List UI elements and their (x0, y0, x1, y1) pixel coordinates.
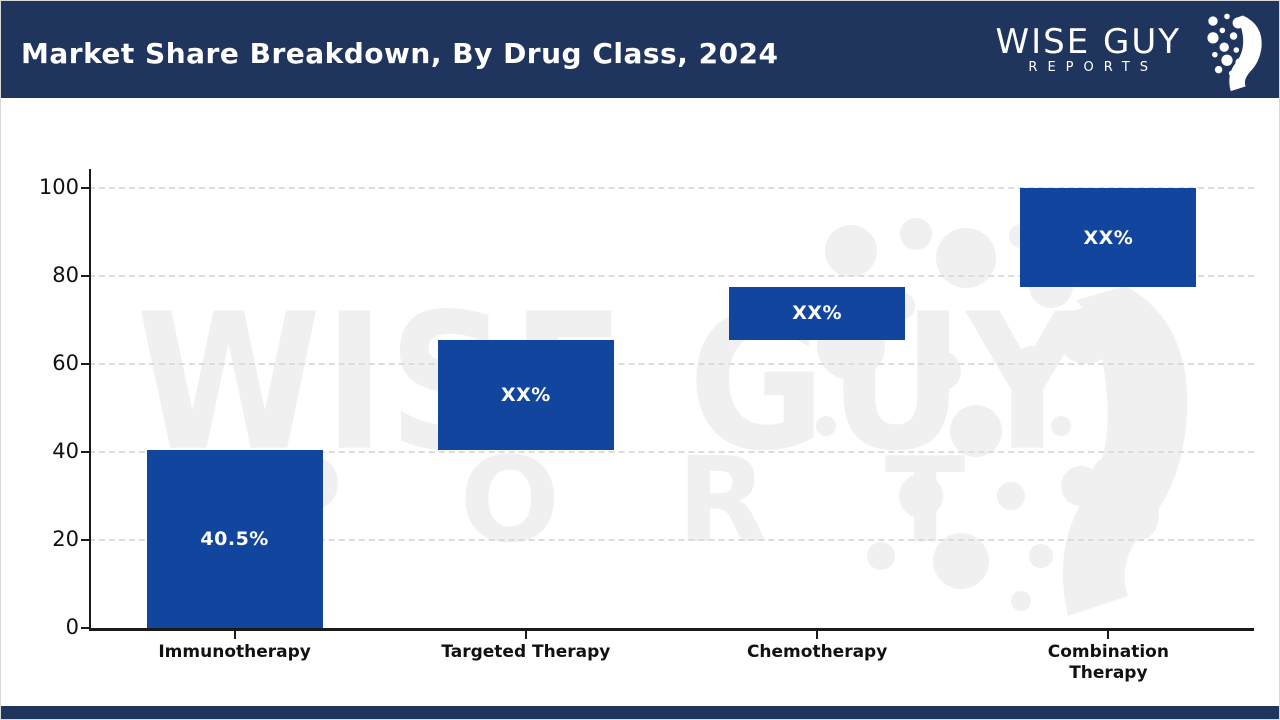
bar-value-label: 40.5% (200, 527, 269, 550)
x-axis-tick-mark (1107, 631, 1110, 639)
y-axis-tick-mark (81, 539, 89, 541)
brand-subname: REPORTS (1028, 60, 1159, 75)
x-axis-tick-mark (233, 631, 236, 639)
bar-segment: 40.5% (146, 449, 323, 628)
brand-name: WISE GUY (995, 22, 1181, 62)
bar-value-label: XX% (792, 302, 843, 325)
header-banner: Market Share Breakdown, By Drug Class, 2… (1, 1, 1279, 98)
x-axis-line (89, 628, 1254, 631)
gridline (89, 363, 1254, 365)
brand-head-icon (1207, 13, 1262, 92)
y-axis-tick-label: 0 (65, 615, 79, 639)
x-axis-category-label: Combination Therapy (1047, 642, 1169, 683)
bar-segment: XX% (1020, 188, 1197, 287)
y-axis-tick-mark (81, 363, 89, 365)
y-axis-tick-label: 80 (52, 263, 79, 287)
x-axis-category-label: Chemotherapy (746, 642, 888, 662)
y-axis-tick-mark (81, 627, 89, 629)
bar-value-label: XX% (1083, 226, 1134, 249)
gridline (89, 187, 1254, 189)
gridline (89, 451, 1254, 453)
brand-logo: WISE GUY REPORTS (995, 7, 1269, 93)
bar-segment: XX% (437, 339, 614, 450)
x-axis-category-label: Targeted Therapy (441, 642, 611, 662)
y-axis-tick-label: 20 (52, 527, 79, 551)
bar-value-label: XX% (500, 383, 551, 406)
y-axis-tick-label: 60 (52, 351, 79, 375)
page-title: Market Share Breakdown, By Drug Class, 2… (21, 37, 779, 70)
y-axis-tick-mark (81, 187, 89, 189)
gridline (89, 539, 1254, 541)
y-axis-tick-mark (81, 275, 89, 277)
x-axis-tick-mark (816, 631, 819, 639)
brand-logo-text: WISE GUY REPORTS (995, 24, 1181, 76)
y-axis-tick-mark (81, 451, 89, 453)
footer-bar (1, 706, 1279, 719)
bar-segment: XX% (729, 287, 906, 340)
y-axis-line (89, 169, 91, 631)
x-axis-tick-mark (524, 631, 527, 639)
x-axis-category-label: Immunotherapy (158, 642, 311, 662)
y-axis-tick-label: 100 (38, 175, 79, 199)
y-axis-tick-label: 40 (52, 439, 79, 463)
gridline (89, 275, 1254, 277)
